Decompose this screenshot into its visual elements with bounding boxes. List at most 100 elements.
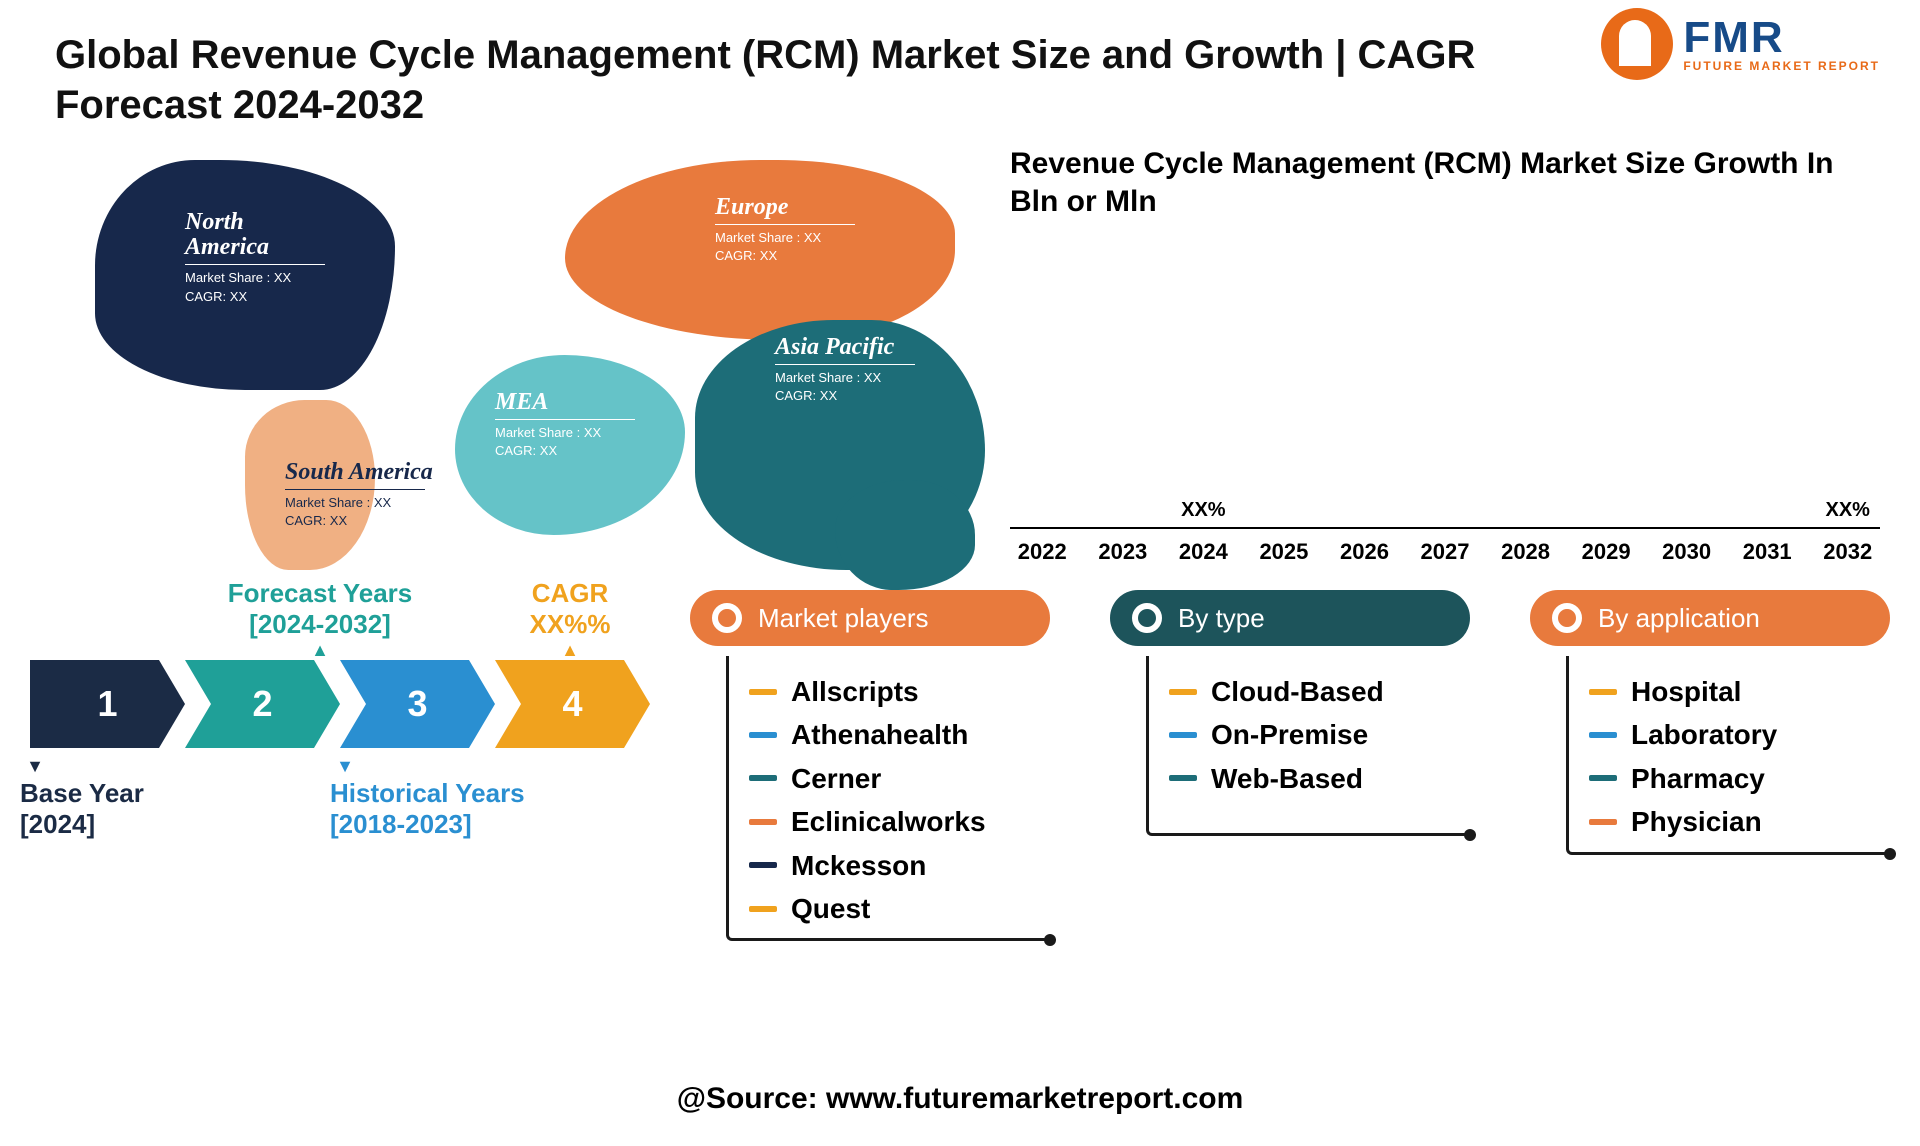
region-cagr: CAGR: XX bbox=[185, 288, 325, 306]
triangle-down-icon: ▲ bbox=[305, 640, 335, 662]
info-head-market-players: Market players bbox=[690, 590, 1050, 646]
timeline-step-2: 2 bbox=[185, 660, 340, 748]
list-item: Hospital bbox=[1589, 670, 1890, 713]
x-axis-year: 2027 bbox=[1413, 539, 1478, 565]
map-label-mea: MEAMarket Share : XXCAGR: XX bbox=[495, 390, 635, 461]
info-box-by-type: By type Cloud-BasedOn-PremiseWeb-Based bbox=[1110, 590, 1470, 941]
tick-icon bbox=[1589, 819, 1617, 825]
region-name: Asia Pacific bbox=[775, 335, 915, 360]
list-item-label: Web-Based bbox=[1211, 757, 1363, 800]
tick-icon bbox=[749, 732, 777, 738]
map-label-sa: South AmericaMarket Share : XXCAGR: XX bbox=[285, 460, 433, 531]
timeline-step-1: 1 bbox=[30, 660, 185, 748]
region-name: MEA bbox=[495, 390, 635, 415]
timeline-chevrons: Forecast Years [2024-2032] ▲ CAGR XX%% ▲… bbox=[30, 660, 650, 748]
info-head-label: Market players bbox=[758, 603, 929, 634]
annot-historical: ▼ Historical Years [2018-2023] bbox=[330, 756, 590, 840]
tick-icon bbox=[749, 862, 777, 868]
fmr-logo: FMR FUTURE MARKET REPORT bbox=[1601, 8, 1880, 80]
list-item-label: Allscripts bbox=[791, 670, 919, 713]
region-name: Europe bbox=[715, 195, 855, 220]
info-list-market-players: AllscriptsAthenahealthCernerEclinicalwor… bbox=[726, 656, 1050, 941]
divider bbox=[495, 419, 635, 420]
tick-icon bbox=[749, 906, 777, 912]
info-box-by-application: By application HospitalLaboratoryPharmac… bbox=[1530, 590, 1890, 941]
list-item: Mckesson bbox=[749, 844, 1050, 887]
x-axis-year: 2030 bbox=[1654, 539, 1719, 565]
x-axis-year: 2025 bbox=[1252, 539, 1317, 565]
x-axis-year: 2024 bbox=[1171, 539, 1236, 565]
info-head-by-application: By application bbox=[1530, 590, 1890, 646]
annot-base-range: [2024] bbox=[20, 809, 280, 840]
info-boxes: Market players AllscriptsAthenahealthCer… bbox=[690, 590, 1890, 941]
divider bbox=[715, 224, 855, 225]
region-share: Market Share : XX bbox=[495, 424, 635, 442]
market-size-bar-chart: Revenue Cycle Management (RCM) Market Si… bbox=[1010, 145, 1880, 565]
annot-historical-label: Historical Years bbox=[330, 778, 590, 809]
page-title-wrap: Global Revenue Cycle Management (RCM) Ma… bbox=[55, 30, 1515, 130]
x-axis-year: 2028 bbox=[1493, 539, 1558, 565]
info-box-market-players: Market players AllscriptsAthenahealthCer… bbox=[690, 590, 1050, 941]
list-item-label: Laboratory bbox=[1631, 713, 1777, 756]
annot-forecast: Forecast Years [2024-2032] ▲ bbox=[190, 578, 450, 662]
info-head-label: By type bbox=[1178, 603, 1265, 634]
timeline-step-4: 4 bbox=[495, 660, 650, 748]
x-axis-year: 2023 bbox=[1091, 539, 1156, 565]
list-item: Web-Based bbox=[1169, 757, 1470, 800]
region-name: South America bbox=[285, 460, 433, 485]
annot-cagr-label: CAGR bbox=[490, 578, 650, 609]
tick-icon bbox=[749, 689, 777, 695]
divider bbox=[185, 264, 325, 265]
fmr-logo-text: FMR FUTURE MARKET REPORT bbox=[1683, 16, 1880, 72]
map-region-oceania bbox=[835, 480, 975, 590]
timeline-steps-row: 1234 bbox=[30, 660, 650, 748]
tick-icon bbox=[749, 775, 777, 781]
info-list-by-application: HospitalLaboratoryPharmacyPhysician bbox=[1566, 656, 1890, 855]
list-item-label: Athenahealth bbox=[791, 713, 968, 756]
list-item-label: Pharmacy bbox=[1631, 757, 1765, 800]
annot-cagr-range: XX%% bbox=[490, 609, 650, 640]
logo-fmr-acronym: FMR bbox=[1683, 16, 1880, 60]
bullet-icon bbox=[1132, 603, 1162, 633]
list-item: Cerner bbox=[749, 757, 1050, 800]
list-item: Eclinicalworks bbox=[749, 800, 1050, 843]
list-item-label: Hospital bbox=[1631, 670, 1741, 713]
annot-cagr: CAGR XX%% ▲ bbox=[490, 578, 650, 662]
list-item-label: Quest bbox=[791, 887, 870, 930]
list-item-label: Cerner bbox=[791, 757, 881, 800]
list-item: Physician bbox=[1589, 800, 1890, 843]
region-cagr: CAGR: XX bbox=[715, 247, 855, 265]
bullet-icon bbox=[712, 603, 742, 633]
triangle-down-icon: ▼ bbox=[330, 756, 360, 778]
list-item-label: On-Premise bbox=[1211, 713, 1368, 756]
fmr-logo-icon bbox=[1601, 8, 1673, 80]
tick-icon bbox=[749, 819, 777, 825]
divider bbox=[285, 489, 425, 490]
tick-icon bbox=[1589, 689, 1617, 695]
bar-pct-label: XX% bbox=[1826, 499, 1870, 522]
annot-forecast-range: [2024-2032] bbox=[190, 609, 450, 640]
list-item: Laboratory bbox=[1589, 713, 1890, 756]
bullet-icon bbox=[1552, 603, 1582, 633]
info-head-by-type: By type bbox=[1110, 590, 1470, 646]
list-item: On-Premise bbox=[1169, 713, 1470, 756]
list-item-label: Eclinicalworks bbox=[791, 800, 986, 843]
world-map: NorthAmericaMarket Share : XXCAGR: XX Sou… bbox=[55, 150, 985, 570]
info-head-label: By application bbox=[1598, 603, 1760, 634]
list-item-label: Cloud-Based bbox=[1211, 670, 1384, 713]
annot-base-label: Base Year bbox=[20, 778, 280, 809]
region-share: Market Share : XX bbox=[715, 229, 855, 247]
triangle-down-icon: ▼ bbox=[20, 756, 50, 778]
bar-pct-label: XX% bbox=[1181, 499, 1225, 522]
annot-forecast-label: Forecast Years bbox=[190, 578, 450, 609]
chart-x-axis-labels: 2022202320242025202620272028202920302031… bbox=[1010, 539, 1880, 565]
tick-icon bbox=[1169, 732, 1197, 738]
logo-fmr-subtitle: FUTURE MARKET REPORT bbox=[1683, 60, 1880, 72]
source-attribution: @Source: www.futuremarketreport.com bbox=[0, 1082, 1920, 1116]
region-cagr: CAGR: XX bbox=[285, 512, 433, 530]
list-item-label: Mckesson bbox=[791, 844, 926, 887]
map-label-na: NorthAmericaMarket Share : XXCAGR: XX bbox=[185, 210, 325, 306]
tick-icon bbox=[1169, 689, 1197, 695]
x-axis-year: 2026 bbox=[1332, 539, 1397, 565]
tick-icon bbox=[1589, 732, 1617, 738]
